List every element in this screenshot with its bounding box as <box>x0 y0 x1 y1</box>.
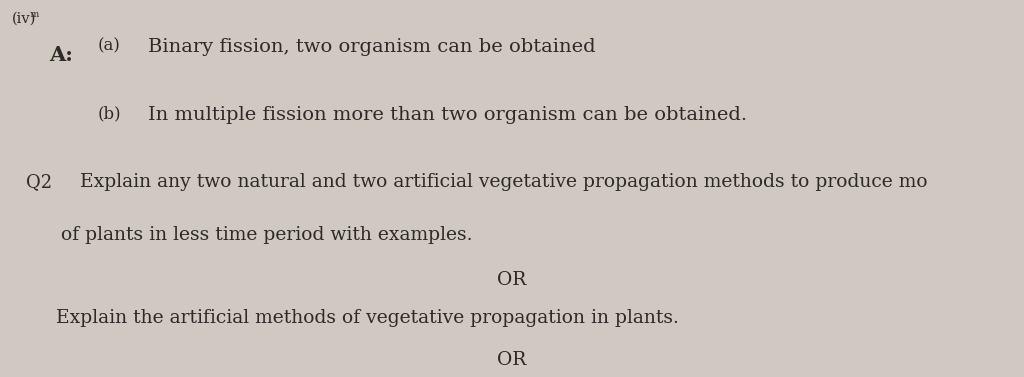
Text: A:: A: <box>49 45 73 65</box>
Text: (a): (a) <box>97 38 120 55</box>
Text: Explain the artificial methods of vegetative propagation in plants.: Explain the artificial methods of vegeta… <box>56 309 679 327</box>
Text: ᵐ: ᵐ <box>12 11 40 25</box>
Text: (iv): (iv) <box>12 11 37 25</box>
Text: of plants in less time period with examples.: of plants in less time period with examp… <box>61 226 473 244</box>
Text: In multiple fission more than two organism can be obtained.: In multiple fission more than two organi… <box>148 106 748 124</box>
Text: (b): (b) <box>97 106 121 123</box>
Text: Explain any two natural and two artificial vegetative propagation methods to pro: Explain any two natural and two artifici… <box>80 173 928 192</box>
Text: Q2: Q2 <box>26 173 52 192</box>
Text: Binary fission, two organism can be obtained: Binary fission, two organism can be obta… <box>148 38 596 56</box>
Text: OR: OR <box>498 351 526 369</box>
Text: OR: OR <box>498 271 526 290</box>
